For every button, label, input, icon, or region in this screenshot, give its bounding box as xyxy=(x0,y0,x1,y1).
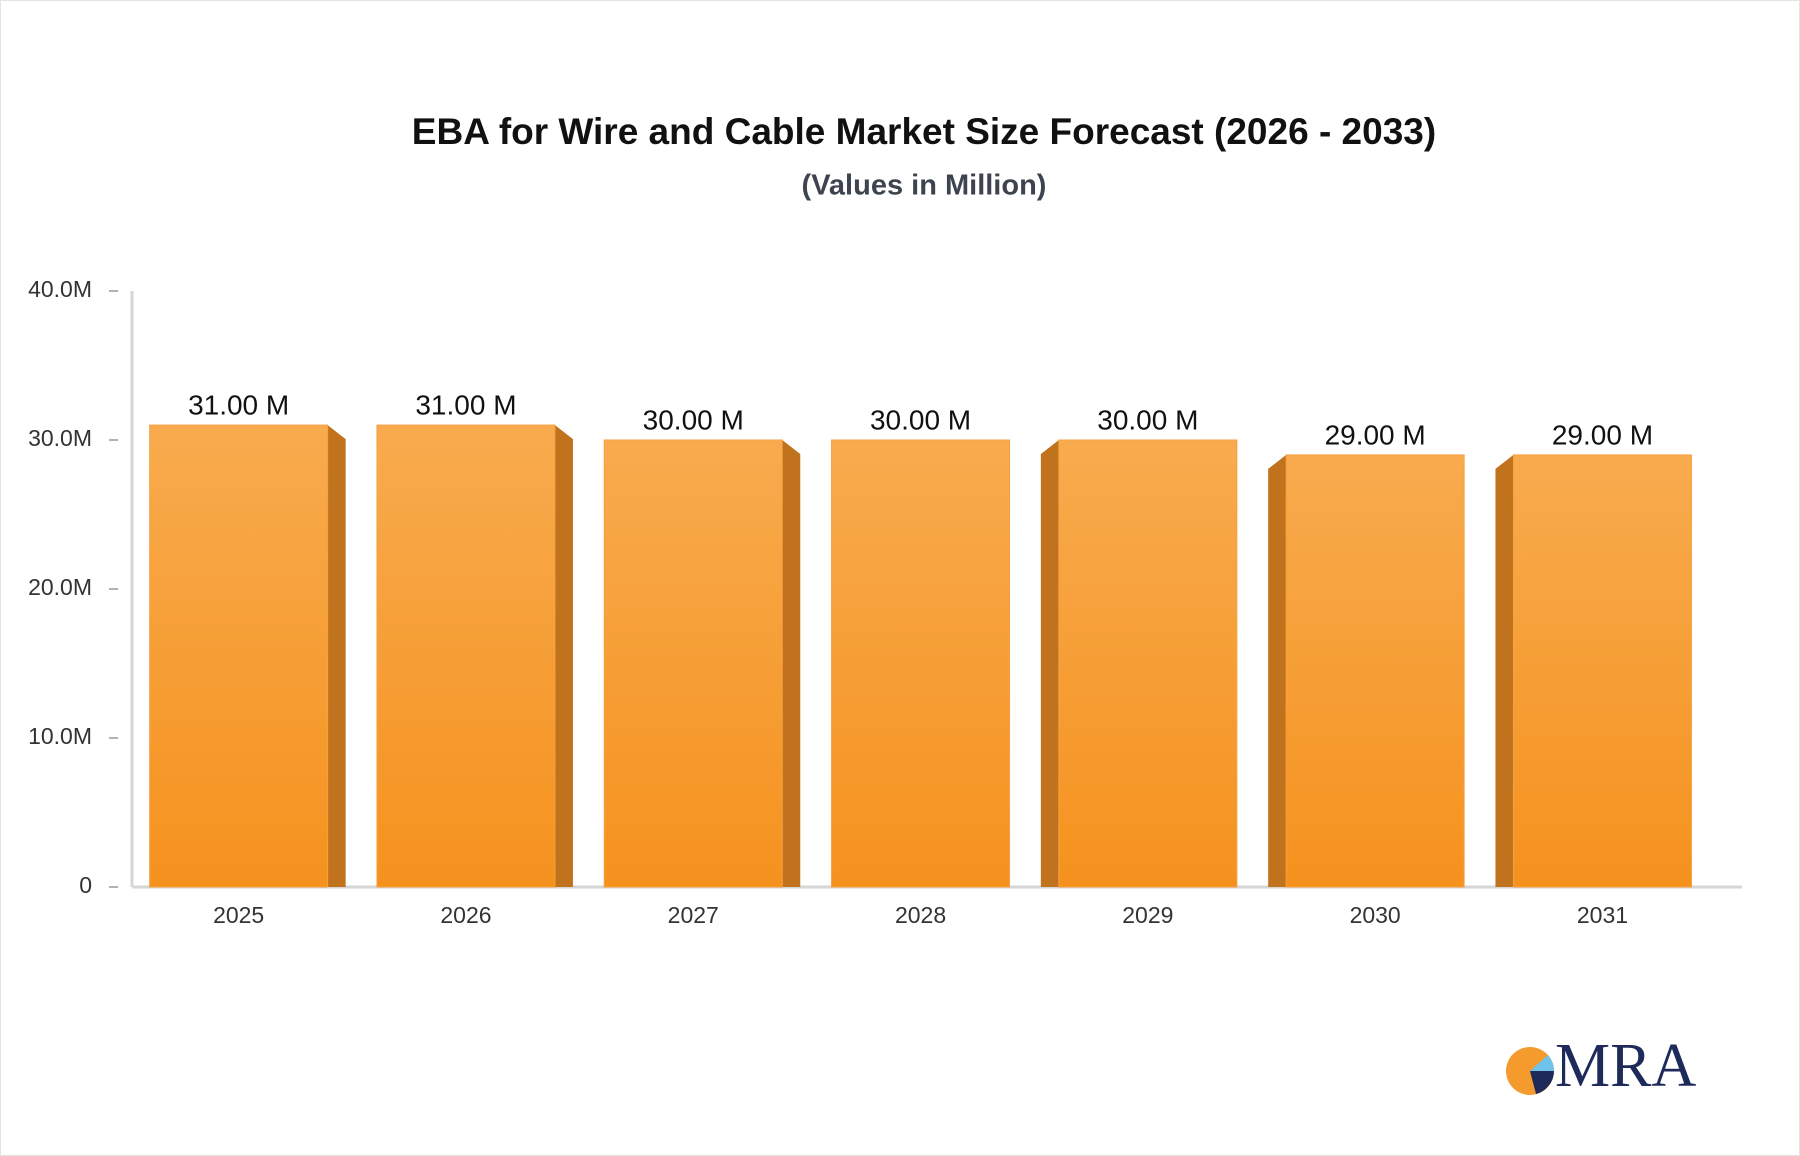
x-tick-label: 2031 xyxy=(1577,902,1628,928)
chart-title: EBA for Wire and Cable Market Size Forec… xyxy=(412,111,1436,152)
y-tick-label: 10.0M xyxy=(28,723,92,749)
y-tick-label: 20.0M xyxy=(28,574,92,600)
x-tick-label: 2028 xyxy=(895,902,946,928)
x-tick-label: 2027 xyxy=(668,902,719,928)
bar-side xyxy=(554,425,573,887)
value-label: 30.00 M xyxy=(870,404,971,435)
bar-side xyxy=(327,425,346,887)
x-tick-label: 2030 xyxy=(1350,902,1401,928)
bar-side xyxy=(782,440,801,887)
x-tick-label: 2029 xyxy=(1122,902,1173,928)
logo: MRA xyxy=(1506,1032,1696,1100)
bar xyxy=(603,439,783,888)
bar xyxy=(149,424,329,888)
value-label: 30.00 M xyxy=(643,404,744,435)
bar xyxy=(831,439,1011,888)
y-tick-label: 30.0M xyxy=(28,425,92,451)
y-tick-label: 40.0M xyxy=(28,276,92,302)
bar-side xyxy=(1495,454,1514,887)
value-label: 31.00 M xyxy=(188,389,289,420)
bar xyxy=(1285,454,1465,888)
x-tick-label: 2026 xyxy=(440,902,491,928)
value-label: 30.00 M xyxy=(1097,404,1198,435)
bar-side xyxy=(1040,440,1059,887)
bar-side xyxy=(1268,454,1287,887)
logo-icon-slice xyxy=(1530,1055,1555,1071)
x-tick-label: 2025 xyxy=(213,902,264,928)
logo-icon-slice xyxy=(1530,1071,1554,1094)
chart-subtitle: (Values in Million) xyxy=(802,170,1047,202)
logo-text: MRA xyxy=(1555,1032,1696,1100)
value-label: 31.00 M xyxy=(415,389,516,420)
bar xyxy=(376,424,556,888)
bar xyxy=(1512,454,1692,888)
bar xyxy=(1058,439,1238,888)
value-label: 29.00 M xyxy=(1552,419,1653,450)
value-label: 29.00 M xyxy=(1325,419,1426,450)
y-tick-label: 0 xyxy=(79,872,92,898)
